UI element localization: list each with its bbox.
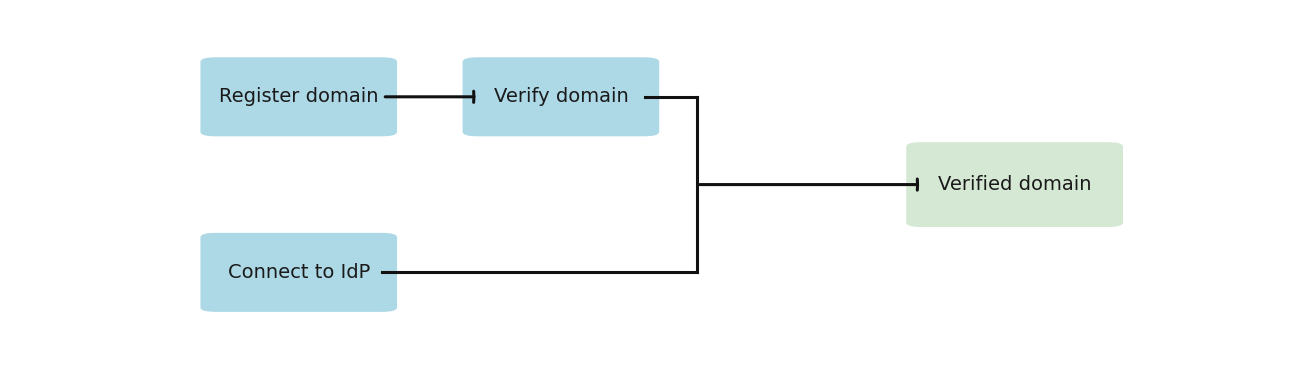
FancyBboxPatch shape: [463, 57, 660, 136]
Text: Verify domain: Verify domain: [493, 87, 628, 106]
Text: Connect to IdP: Connect to IdP: [228, 263, 369, 282]
Text: Register domain: Register domain: [219, 87, 379, 106]
FancyBboxPatch shape: [200, 57, 397, 136]
FancyBboxPatch shape: [907, 142, 1123, 227]
FancyBboxPatch shape: [200, 233, 397, 312]
Text: Verified domain: Verified domain: [938, 175, 1092, 194]
